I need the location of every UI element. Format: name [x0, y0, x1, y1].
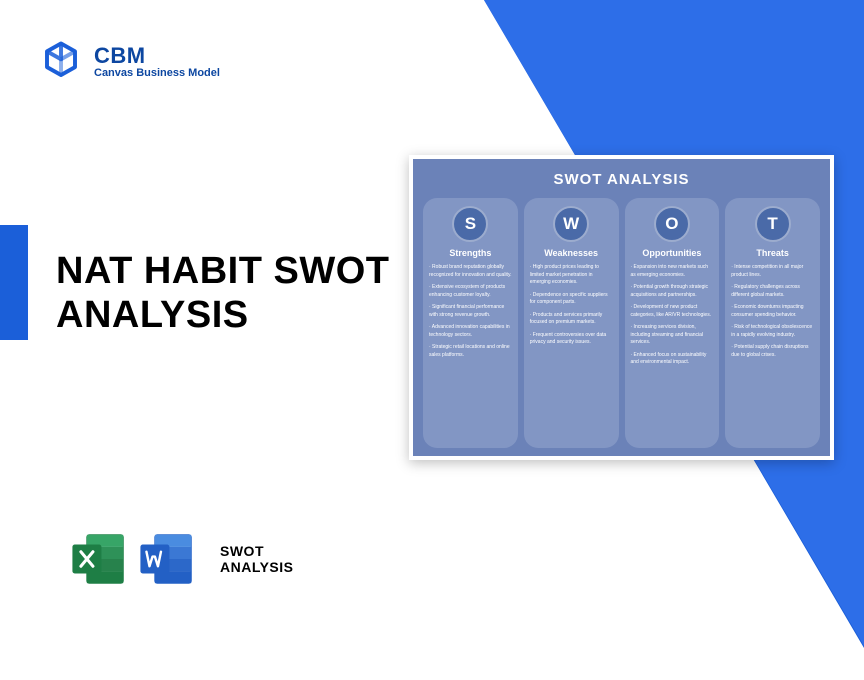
swot-item: · Increasing services division, includin… [631, 324, 714, 347]
swot-column: S Strengths · Robust brand reputation glob… [423, 198, 518, 448]
swot-preview-card: SWOT ANALYSIS S Strengths · Robust brand r… [409, 155, 834, 460]
swot-column-title: Threats [756, 248, 789, 258]
swot-columns: S Strengths · Robust brand reputation glob… [423, 198, 820, 448]
swot-items: · Robust brand reputation globally recog… [429, 264, 512, 364]
swot-letter-circle: S [452, 206, 488, 242]
swot-item: · Expansion into new markets such as eme… [631, 264, 714, 279]
word-icon [138, 530, 196, 588]
excel-icon [70, 530, 128, 588]
page-title: NAT HABIT SWOTANALYSIS [56, 250, 389, 337]
swot-item: · Frequent controversies over data priva… [530, 332, 613, 347]
swot-item: · High product prices leading to limited… [530, 264, 613, 287]
swot-letter-circle: O [654, 206, 690, 242]
swot-item: · Robust brand reputation globally recog… [429, 264, 512, 279]
swot-letter-circle: W [553, 206, 589, 242]
swot-label: SWOT ANALYSIS [220, 543, 294, 575]
swot-card-title: SWOT ANALYSIS [423, 171, 820, 188]
swot-item: · Potential growth through strategic acq… [631, 284, 714, 299]
swot-item: · Dependence on specific suppliers for c… [530, 292, 613, 307]
swot-item: · Regulatory challenges across different… [731, 284, 814, 299]
swot-column-title: Strengths [449, 248, 491, 258]
logo-text: CBM Canvas Business Model [94, 43, 220, 79]
swot-column: O Opportunities · Expansion into new marke… [625, 198, 720, 448]
swot-column: T Threats · Intense competition in all maj… [725, 198, 820, 448]
swot-column-title: Opportunities [642, 248, 701, 258]
swot-label-line2: ANALYSIS [220, 559, 294, 575]
swot-item: · Economic downturns impacting consumer … [731, 304, 814, 319]
swot-item: · Enhanced focus on sustainability and e… [631, 352, 714, 367]
swot-item: · Risk of technological obsolescence in … [731, 324, 814, 339]
swot-items: · High product prices leading to limited… [530, 264, 613, 352]
bottom-icons-area: SWOT ANALYSIS [70, 530, 294, 588]
logo-area: CBM Canvas Business Model [40, 40, 220, 82]
swot-letter-circle: T [755, 206, 791, 242]
swot-column: W Weaknesses · High product prices leading… [524, 198, 619, 448]
swot-item: · Advanced innovation capabilities in te… [429, 324, 512, 339]
swot-column-title: Weaknesses [544, 248, 598, 258]
swot-item: · Significant financial performance with… [429, 304, 512, 319]
swot-item: · Development of new product categories,… [631, 304, 714, 319]
logo-subtitle: Canvas Business Model [94, 67, 220, 79]
swot-items: · Expansion into new markets such as eme… [631, 264, 714, 372]
swot-item: · Products and services primarily focuse… [530, 312, 613, 327]
swot-item: · Extensive ecosystem of products enhanc… [429, 284, 512, 299]
swot-item: · Strategic retail locations and online … [429, 344, 512, 359]
swot-item: · Potential supply chain disruptions due… [731, 344, 814, 359]
cbm-logo-icon [40, 40, 82, 82]
swot-items: · Intense competition in all major produ… [731, 264, 814, 364]
logo-title: CBM [94, 43, 220, 69]
left-blue-tab [0, 225, 28, 340]
swot-label-line1: SWOT [220, 543, 294, 559]
swot-item: · Intense competition in all major produ… [731, 264, 814, 279]
